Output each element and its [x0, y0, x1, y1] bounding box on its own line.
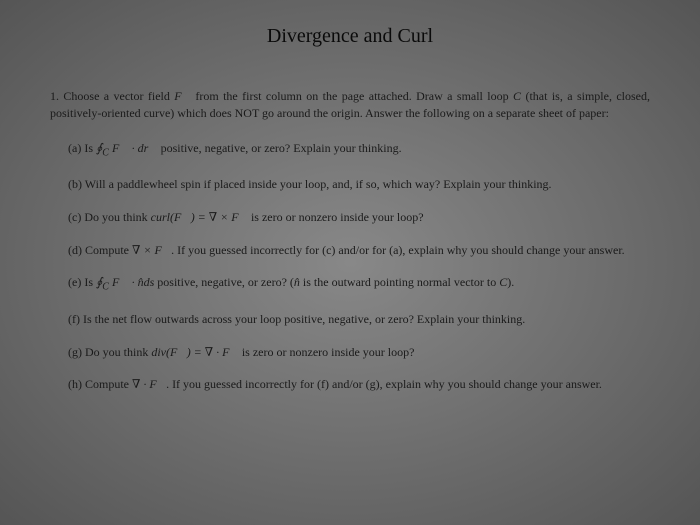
part-a-pre: Is	[84, 141, 96, 155]
part-d-math: ∇ × F⃗	[132, 243, 171, 257]
part-e-end: ).	[507, 275, 514, 289]
part-g-label: (g)	[68, 345, 82, 359]
part-c-post: is zero or nonzero inside your loop?	[248, 210, 424, 224]
part-b-text: Will a paddlewheel spin if placed inside…	[85, 177, 552, 191]
part-h: (h) Compute ∇ · F⃗. If you guessed incor…	[50, 376, 650, 393]
part-h-label: (h)	[68, 377, 82, 391]
part-a-label: (a)	[68, 141, 81, 155]
part-g-pre: Do you think	[85, 345, 151, 359]
part-b: (b) Will a paddlewheel spin if placed in…	[50, 176, 650, 193]
intro-text-1: Choose a vector field	[63, 89, 174, 103]
part-h-post: . If you guessed incorrectly for (f) and…	[166, 377, 602, 391]
part-d-pre: Compute	[85, 243, 132, 257]
problem-intro: 1. Choose a vector field F⃗ from the fir…	[50, 88, 650, 122]
intro-text-2: from the first column on the page attach…	[191, 89, 513, 103]
part-d-label: (d)	[68, 243, 82, 257]
intro-vector-F: F⃗	[174, 89, 191, 103]
part-g: (g) Do you think div(F⃗) = ∇ · F⃗ is zer…	[50, 344, 650, 361]
part-e-post: is the outward pointing normal vector to	[300, 275, 499, 289]
part-e-mid: positive, negative, or zero? (	[154, 275, 294, 289]
part-e-label: (e)	[68, 275, 81, 289]
part-g-post: is zero or nonzero inside your loop?	[239, 345, 415, 359]
problem-body: 1. Choose a vector field F⃗ from the fir…	[50, 88, 650, 393]
part-d: (d) Compute ∇ × F⃗. If you guessed incor…	[50, 242, 650, 259]
part-a: (a) Is ∮C F⃗ · dr⃗ positive, negative, o…	[50, 140, 650, 160]
part-h-pre: Compute	[85, 377, 132, 391]
part-f-text: Is the net flow outwards across your loo…	[83, 312, 525, 326]
part-f-label: (f)	[68, 312, 80, 326]
part-a-post: positive, negative, or zero? Explain you…	[158, 141, 402, 155]
part-e: (e) Is ∮C F⃗ · n̂ds positive, negative, …	[50, 274, 650, 294]
part-d-post: . If you guessed incorrectly for (c) and…	[171, 243, 625, 257]
problem-number: 1.	[50, 89, 59, 103]
part-e-pre: Is	[84, 275, 96, 289]
part-c-math: curl(F⃗) = ∇ × F⃗	[151, 210, 248, 224]
intro-curve-C: C	[513, 89, 521, 103]
part-c-pre: Do you think	[84, 210, 150, 224]
part-g-math: div(F⃗) = ∇ · F⃗	[151, 345, 239, 359]
part-c-label: (c)	[68, 210, 81, 224]
part-f: (f) Is the net flow outwards across your…	[50, 311, 650, 328]
part-b-label: (b)	[68, 177, 82, 191]
page-title: Divergence and Curl	[50, 25, 650, 48]
part-h-math: ∇ · F⃗	[132, 377, 166, 391]
part-c: (c) Do you think curl(F⃗) = ∇ × F⃗ is ze…	[50, 209, 650, 226]
part-e-math: ∮C F⃗ · n̂ds	[96, 275, 154, 289]
part-a-math: ∮C F⃗ · dr⃗	[96, 141, 158, 155]
